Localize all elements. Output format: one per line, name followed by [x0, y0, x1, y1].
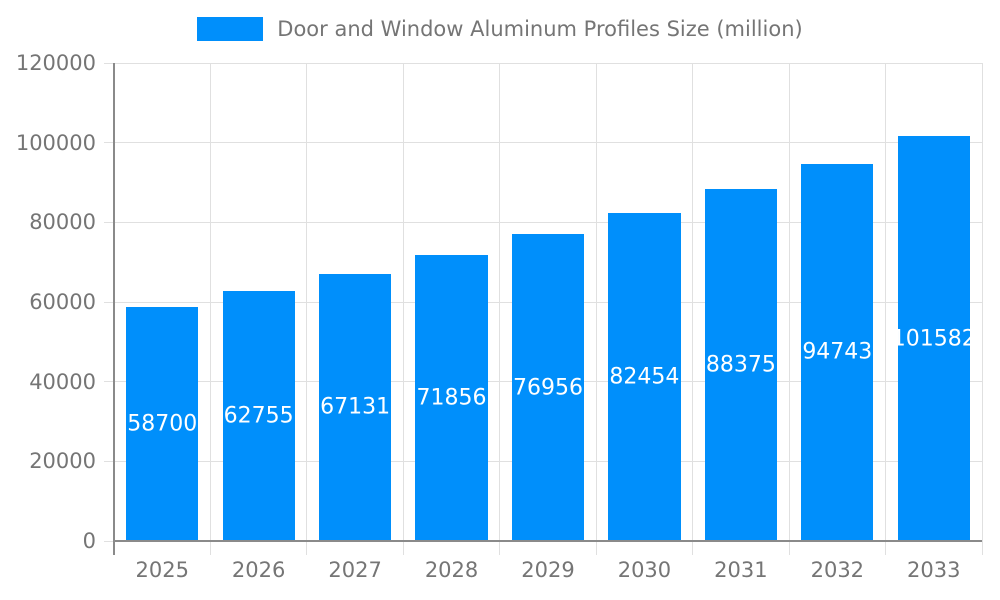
gridline-h	[104, 62, 982, 64]
bar-2028[interactable]: 71856	[415, 254, 488, 541]
gridline-h	[104, 142, 982, 144]
gridline-v	[885, 63, 887, 555]
bar-value-label: 58700	[127, 411, 198, 437]
bar-2026[interactable]: 62755	[222, 291, 295, 541]
legend-swatch	[197, 17, 264, 41]
x-tick-label: 2033	[907, 558, 961, 582]
legend[interactable]: Door and Window Aluminum Profiles Size (…	[0, 17, 1000, 41]
y-tick-label: 80000	[29, 210, 96, 235]
x-axis-labels: 2025 2026 2027 2028 2029 2030 2031 2032 2033	[114, 556, 982, 586]
gridline-v	[595, 63, 597, 555]
gridline-v	[306, 63, 308, 555]
bars-layer: 58700 62755 67131 71856 76956 82454 88375 94743…	[114, 63, 982, 541]
y-tick-label: 60000	[29, 290, 96, 314]
y-tick-label: 100000	[15, 130, 96, 155]
bar-2027[interactable]: 67131	[318, 273, 392, 541]
bar-2031[interactable]: 88375	[704, 188, 778, 541]
y-tick-label: 120000	[15, 51, 96, 75]
bar-value-label: 88375	[705, 352, 776, 378]
gridline-v	[499, 63, 501, 555]
bar-2030[interactable]: 82454	[608, 212, 681, 541]
bar-value-label: 82454	[609, 364, 680, 390]
gridline-v	[402, 63, 404, 555]
x-tick-label: 2030	[617, 558, 672, 582]
y-tick-label: 20000	[29, 449, 96, 474]
y-axis-labels: 0 20000 40000 60000 80000 100000 120000	[0, 51, 96, 553]
x-tick-label: 2029	[521, 558, 575, 582]
x-tick-label: 2031	[714, 558, 768, 582]
y-axis-line	[113, 63, 115, 555]
x-tick-label: 2026	[231, 558, 286, 582]
gridline-v	[209, 63, 211, 555]
x-tick-label: 2028	[424, 558, 479, 582]
gridline-v	[692, 63, 694, 555]
x-tick-label: 2027	[328, 558, 382, 582]
bar-value-label: 94743	[802, 339, 873, 365]
bar-2032[interactable]: 94743	[801, 163, 874, 541]
gridline-h	[104, 221, 982, 223]
x-tick-label: 2025	[135, 558, 189, 582]
bar-value-label: 62755	[223, 403, 294, 429]
gridline-v	[981, 63, 983, 555]
bar-2025[interactable]: 58700	[126, 307, 199, 541]
bar-value-label: 76956	[512, 375, 583, 401]
bar-value-label: 67131	[320, 394, 391, 420]
bar-2033[interactable]: 101582	[892, 136, 976, 541]
gridline-v	[788, 63, 790, 555]
bar-value-label: 101582	[891, 326, 976, 352]
y-tick-label: 40000	[29, 369, 96, 394]
x-tick-label: 2032	[810, 558, 865, 582]
bar-2029[interactable]: 76956	[511, 234, 585, 541]
bar-value-label: 71856	[416, 385, 487, 411]
x-axis-line	[114, 540, 982, 542]
y-tick-label: 0	[82, 529, 96, 553]
legend-label: Door and Window Aluminum Profiles Size (…	[277, 17, 803, 41]
